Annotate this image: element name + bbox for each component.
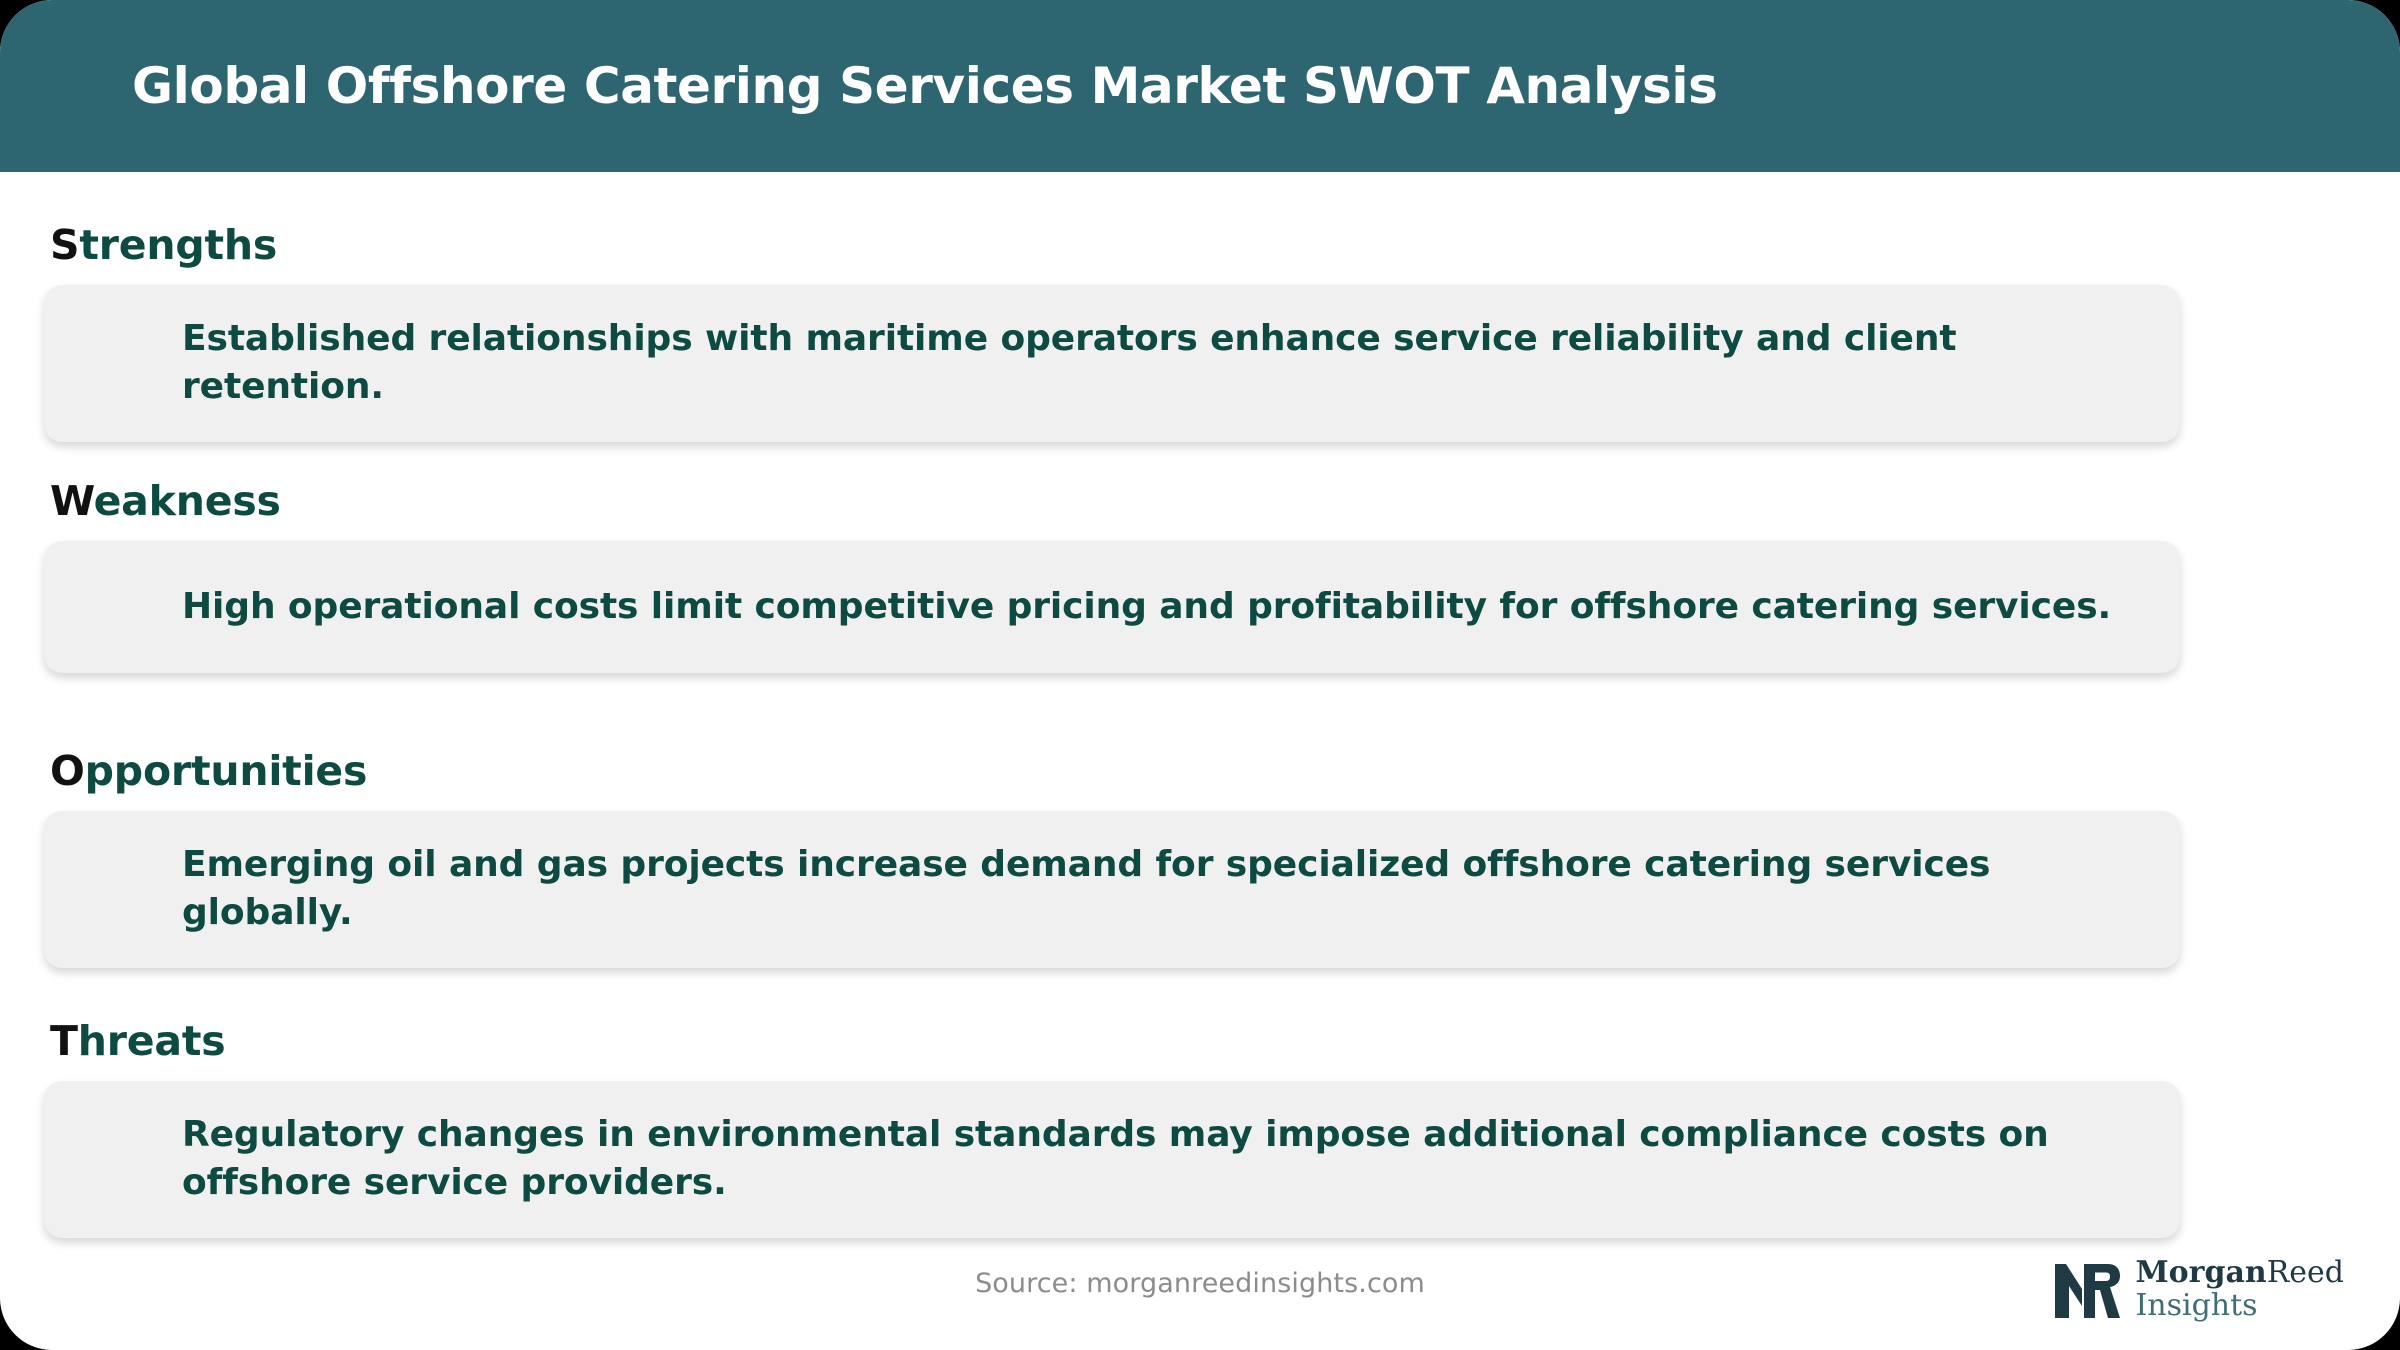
swot-section-opportunities: Opportunities Emerging oil and gas proje… <box>44 747 2180 968</box>
swot-card-strengths: Established relationships with maritime … <box>44 285 2180 442</box>
heading-rest: hreats <box>77 1017 226 1065</box>
source-attribution: Source: morganreedinsights.com <box>975 1268 1425 1299</box>
swot-card-threats: Regulatory changes in environmental stan… <box>44 1081 2180 1238</box>
section-heading-threats: Threats <box>50 1017 2180 1065</box>
swot-section-strengths: Strengths Established relationships with… <box>44 221 2180 442</box>
section-heading-strengths: Strengths <box>50 221 2180 269</box>
swot-section-weakness: Weakness High operational costs limit co… <box>44 477 2180 674</box>
swot-card-text: High operational costs limit competitive… <box>182 585 2112 627</box>
heading-lead-letter: W <box>50 477 94 525</box>
heading-lead-letter: S <box>50 221 80 269</box>
logo-morgan: Morgan <box>2135 1255 2267 1290</box>
heading-rest: pportunities <box>84 747 368 795</box>
header-banner: Global Offshore Catering Services Market… <box>0 0 2400 172</box>
heading-lead-letter: O <box>50 747 85 795</box>
swot-card-opportunities: Emerging oil and gas projects increase d… <box>44 811 2180 968</box>
swot-card-text: Established relationships with maritime … <box>182 318 1957 408</box>
logo-wordmark: MorganReed Insights <box>2135 1255 2344 1323</box>
swot-section-threats: Threats Regulatory changes in environmen… <box>44 1017 2180 1238</box>
logo-line-primary: MorganReed <box>2135 1255 2344 1290</box>
heading-rest: trengths <box>79 221 278 269</box>
heading-lead-letter: T <box>50 1017 78 1065</box>
mr-monogram-icon <box>2055 1263 2121 1318</box>
page-title: Global Offshore Catering Services Market… <box>132 57 1718 115</box>
swot-card-text: Regulatory changes in environmental stan… <box>182 1114 2049 1204</box>
logo-reed: Reed <box>2266 1255 2344 1290</box>
swot-card-text: Emerging oil and gas projects increase d… <box>182 844 1991 934</box>
brand-logo: MorganReed Insights <box>2053 1255 2344 1323</box>
swot-sections: Strengths Established relationships with… <box>0 172 2400 1244</box>
section-heading-weakness: Weakness <box>50 477 2180 525</box>
logo-insights: Insights <box>2135 1287 2258 1323</box>
section-heading-opportunities: Opportunities <box>50 747 2180 795</box>
footer: Source: morganreedinsights.com MorganRee… <box>0 1244 2400 1350</box>
heading-rest: eakness <box>93 477 281 525</box>
swot-card-weakness: High operational costs limit competitive… <box>44 541 2180 674</box>
